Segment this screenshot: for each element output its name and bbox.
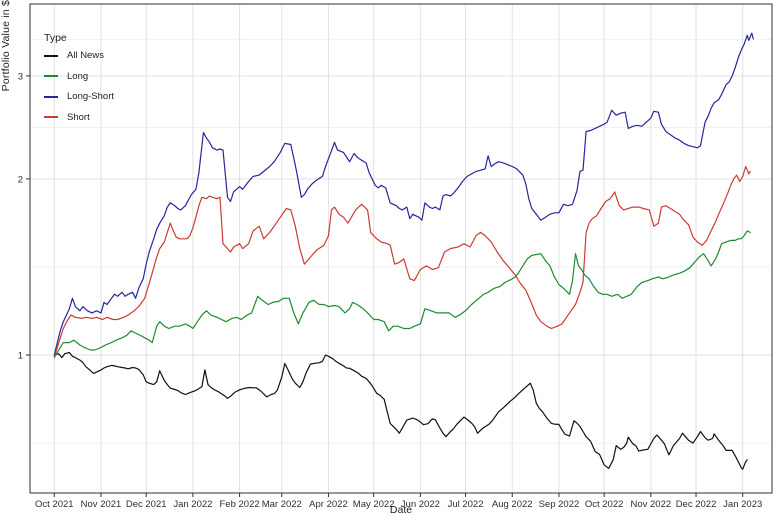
legend-label: All News	[67, 50, 104, 61]
legend-swatch-short	[44, 116, 58, 119]
y-tick-label: 3	[18, 71, 23, 82]
x-tick-label: Mar 2022	[262, 499, 302, 510]
y-tick-label: 2	[18, 174, 23, 185]
x-tick-label: Dec 2021	[126, 499, 167, 510]
x-tick-label: May 2022	[353, 499, 395, 510]
series-line-short	[53, 165, 751, 359]
legend-swatch-all-news	[44, 54, 58, 57]
x-tick-label: Oct 2022	[585, 499, 624, 510]
x-tick-label: Jan 2023	[723, 499, 762, 510]
legend: Type All News Long Long-Short Short	[42, 32, 114, 133]
x-axis-title: Date	[389, 504, 413, 516]
legend-label: Long	[67, 70, 89, 82]
series-line-long-short	[53, 32, 754, 356]
legend-item-short: Short	[44, 111, 114, 123]
legend-item-long: Long	[44, 70, 114, 82]
legend-item-long-short: Long-Short	[44, 92, 114, 102]
x-tick-label: Nov 2022	[630, 499, 671, 510]
legend-label: Short	[67, 111, 90, 123]
x-tick-label: Aug 2022	[492, 499, 533, 510]
series-line-long	[53, 230, 751, 359]
x-tick-label: Jul 2022	[448, 499, 484, 510]
y-tick-label: 1	[18, 351, 23, 362]
legend-swatch-long	[44, 75, 58, 78]
series-line-all-news	[53, 351, 748, 470]
y-axis-title: Portfolio Value in $	[0, 0, 12, 92]
legend-label: Long-Short	[67, 91, 115, 102]
x-tick-label: Jun 2022	[401, 499, 440, 510]
x-tick-label: Apr 2022	[309, 499, 348, 510]
legend-swatch-long-short	[44, 95, 58, 98]
x-tick-label: Sep 2022	[539, 499, 580, 510]
x-tick-label: Dec 2022	[676, 499, 717, 510]
x-tick-label: Feb 2022	[220, 499, 260, 510]
panel-border	[29, 3, 773, 494]
x-tick-label: Jan 2022	[173, 499, 212, 510]
x-tick-label: Nov 2021	[81, 499, 122, 510]
legend-title: Type	[44, 32, 67, 44]
x-tick-label: Oct 2021	[35, 499, 74, 510]
legend-item-all-news: All News	[44, 51, 114, 61]
